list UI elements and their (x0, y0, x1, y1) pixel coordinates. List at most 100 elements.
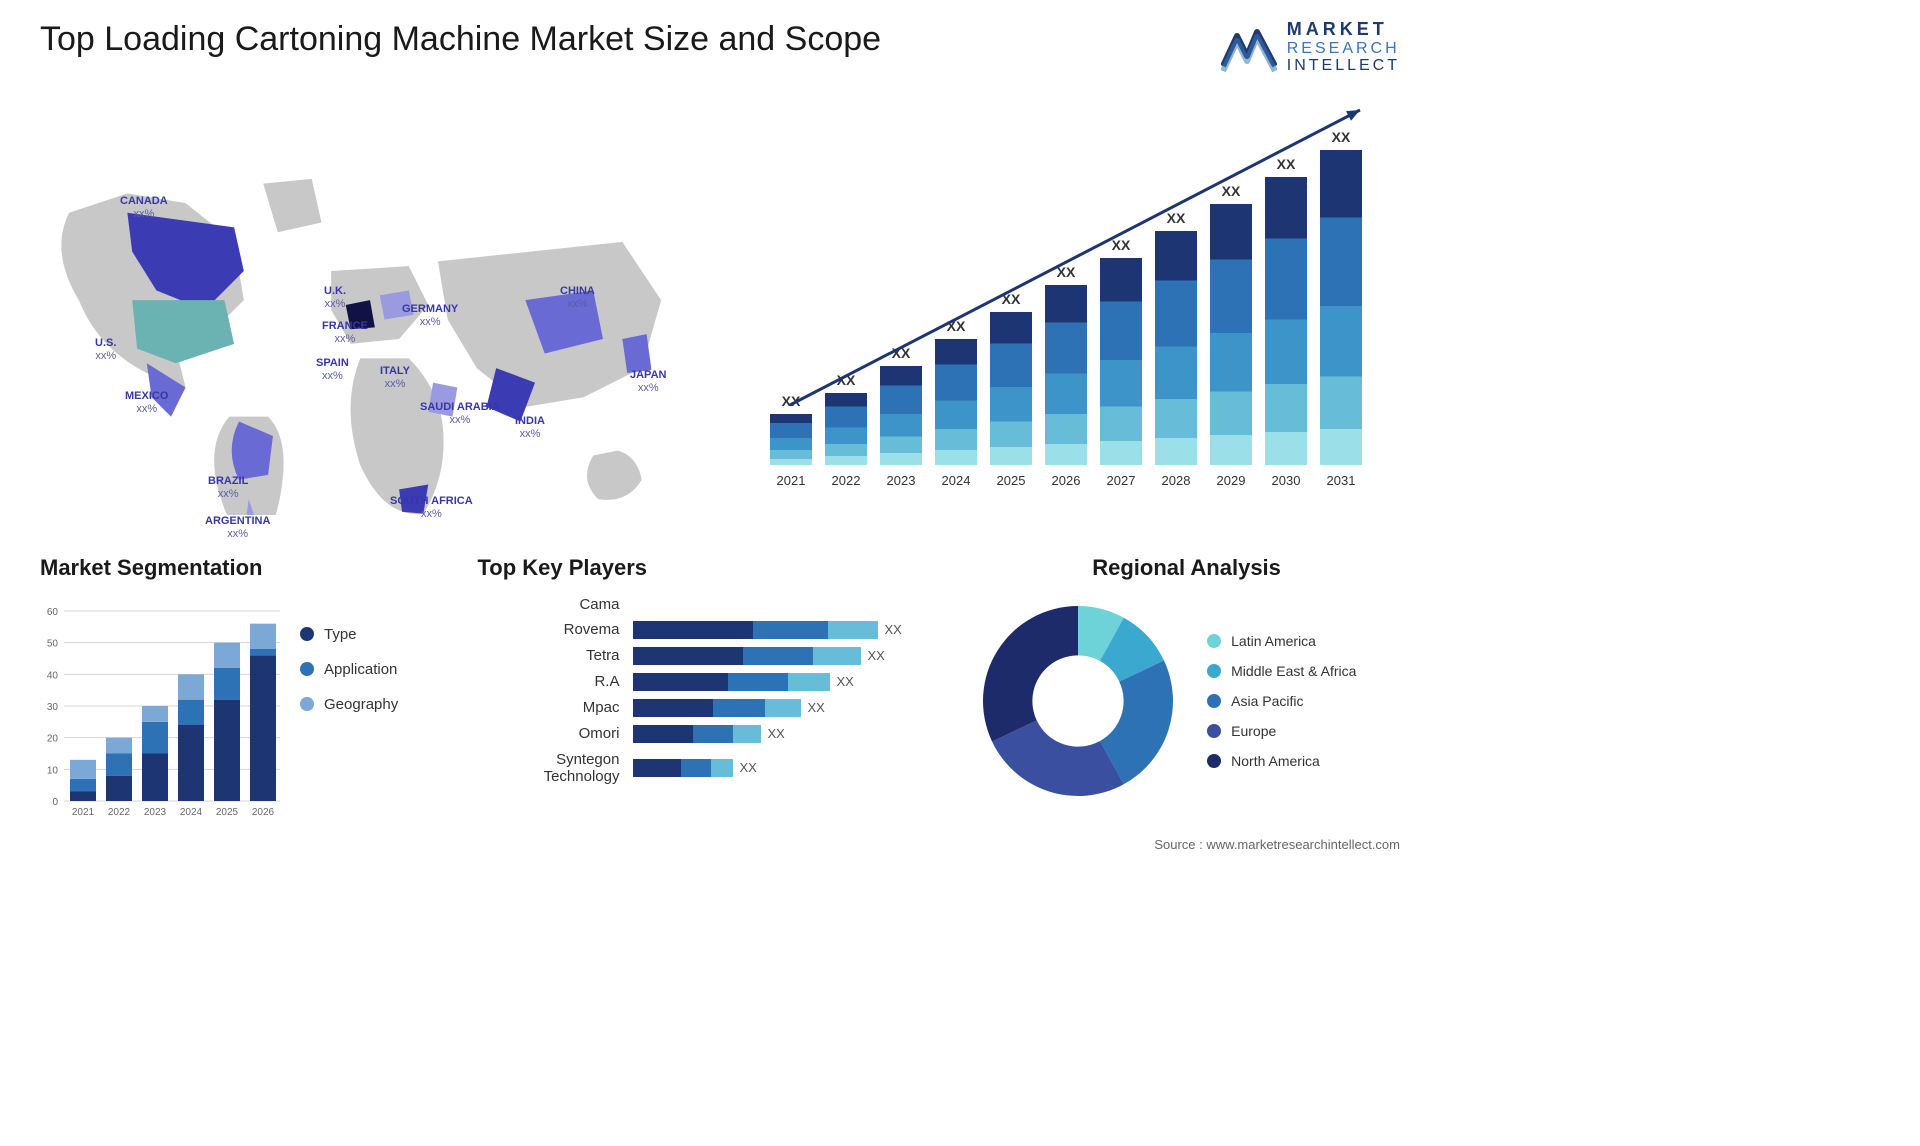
map-label: CHINAxx% (560, 285, 595, 311)
map-label: SPAINxx% (316, 357, 349, 383)
svg-text:10: 10 (47, 765, 59, 776)
player-bar (633, 699, 801, 717)
svg-text:2029: 2029 (1217, 473, 1246, 488)
player-name: Cama (477, 596, 627, 613)
player-bar (633, 725, 761, 743)
svg-text:0: 0 (52, 797, 58, 808)
player-value: XX (836, 674, 853, 689)
player-name: Mpac (477, 699, 627, 716)
segmentation-panel: Market Segmentation 0 10 20 30 40 50 60 2021 202… (40, 555, 447, 826)
player-value: XX (884, 622, 901, 637)
player-name: Tetra (477, 647, 627, 664)
map-label: MEXICOxx% (125, 390, 168, 416)
map-label: SOUTH AFRICAxx% (390, 495, 473, 521)
svg-text:2024: 2024 (942, 473, 971, 488)
source-attribution: Source : www.marketresearchintellect.com (1154, 837, 1400, 852)
segmentation-legend-item: Geography (300, 696, 398, 713)
segmentation-legend: Type Application Geography (300, 626, 398, 826)
svg-text:2021: 2021 (777, 473, 806, 488)
players-list: CamaRovemaXXTetraXXR.AXXMpacXXOmoriXXSyn… (477, 596, 943, 785)
map-label: GERMANYxx% (402, 303, 458, 329)
world-map: CANADAxx%U.S.xx%MEXICOxx%BRAZILxx%ARGENT… (40, 95, 700, 515)
regional-title: Regional Analysis (973, 555, 1400, 581)
page-title: Top Loading Cartoning Machine Market Siz… (40, 20, 881, 59)
svg-text:2025: 2025 (216, 807, 239, 818)
map-label: ARGENTINAxx% (205, 515, 270, 541)
svg-text:40: 40 (47, 670, 59, 681)
growth-chart-svg: XX2021XX2022XX2023XX2024XX2025XX2026XX20… (740, 95, 1390, 515)
regional-legend: Latin America Middle East & Africa Asia Pa… (1207, 633, 1356, 769)
map-label: U.K.xx% (324, 285, 346, 311)
map-label: CANADAxx% (120, 195, 168, 221)
svg-text:2023: 2023 (144, 807, 167, 818)
svg-text:20: 20 (47, 734, 59, 745)
player-row: Syntegon Technology XX (477, 751, 943, 785)
player-row: Cama (477, 596, 943, 613)
player-value: XX (807, 700, 824, 715)
svg-text:2030: 2030 (1272, 473, 1301, 488)
svg-text:50: 50 (47, 639, 59, 650)
player-value: XX (867, 648, 884, 663)
map-label: U.S.xx% (95, 337, 116, 363)
brand-logo: MARKET RESEARCH INTELLECT (1221, 20, 1400, 75)
svg-text:2024: 2024 (180, 807, 203, 818)
player-row: Tetra XX (477, 647, 943, 665)
player-name: Syntegon Technology (477, 751, 627, 785)
map-label: ITALYxx% (380, 365, 410, 391)
logo-text-1: MARKET (1287, 20, 1400, 40)
players-title: Top Key Players (477, 555, 943, 581)
segmentation-chart-svg: 0 10 20 30 40 50 60 2021 2022 2023 2024 2025 2026 (40, 596, 280, 826)
svg-text:2021: 2021 (72, 807, 95, 818)
svg-text:2026: 2026 (1052, 473, 1081, 488)
world-map-svg (40, 95, 700, 515)
svg-text:2022: 2022 (832, 473, 861, 488)
segmentation-legend-item: Application (300, 661, 398, 678)
player-name: R.A (477, 673, 627, 690)
player-name: Rovema (477, 621, 627, 638)
regional-panel: Regional Analysis Latin America Middle Ea… (973, 555, 1400, 826)
map-label: BRAZILxx% (208, 475, 248, 501)
map-label: JAPANxx% (630, 369, 666, 395)
map-label: FRANCExx% (322, 320, 368, 346)
map-label: INDIAxx% (515, 415, 545, 441)
segmentation-title: Market Segmentation (40, 555, 447, 581)
logo-text-3: INTELLECT (1287, 57, 1400, 75)
svg-text:XX: XX (1277, 156, 1296, 172)
player-bar (633, 621, 878, 639)
player-name: Omori (477, 725, 627, 742)
svg-text:XX: XX (1112, 237, 1131, 253)
regional-legend-item: Asia Pacific (1207, 693, 1356, 709)
segmentation-legend-item: Type (300, 626, 398, 643)
regional-legend-item: Middle East & Africa (1207, 663, 1356, 679)
regional-legend-item: North America (1207, 753, 1356, 769)
svg-text:2022: 2022 (108, 807, 131, 818)
logo-icon (1221, 22, 1277, 72)
regional-legend-item: Latin America (1207, 633, 1356, 649)
player-row: Mpac XX (477, 699, 943, 717)
regional-donut-svg (973, 596, 1183, 806)
svg-text:XX: XX (1167, 210, 1186, 226)
svg-text:60: 60 (47, 607, 59, 618)
player-row: Rovema XX (477, 621, 943, 639)
svg-text:2026: 2026 (252, 807, 275, 818)
svg-text:2031: 2031 (1327, 473, 1356, 488)
map-label: SAUDI ARABIAxx% (420, 401, 500, 427)
svg-text:2028: 2028 (1162, 473, 1191, 488)
player-row: R.A XX (477, 673, 943, 691)
svg-text:XX: XX (1222, 183, 1241, 199)
player-row: Omori XX (477, 725, 943, 743)
svg-text:2027: 2027 (1107, 473, 1136, 488)
growth-chart: XX2021XX2022XX2023XX2024XX2025XX2026XX20… (740, 95, 1400, 515)
players-panel: Top Key Players Cama Rovema XX Tetra XX R.A XX… (477, 555, 943, 826)
player-bar (633, 759, 733, 777)
svg-text:30: 30 (47, 702, 59, 713)
player-value: XX (739, 760, 756, 775)
svg-text:XX: XX (1332, 129, 1351, 145)
logo-text-2: RESEARCH (1287, 40, 1400, 58)
regional-legend-item: Europe (1207, 723, 1356, 739)
player-value: XX (767, 726, 784, 741)
svg-text:2023: 2023 (887, 473, 916, 488)
svg-text:2025: 2025 (997, 473, 1026, 488)
player-bar (633, 647, 861, 665)
player-bar (633, 673, 830, 691)
